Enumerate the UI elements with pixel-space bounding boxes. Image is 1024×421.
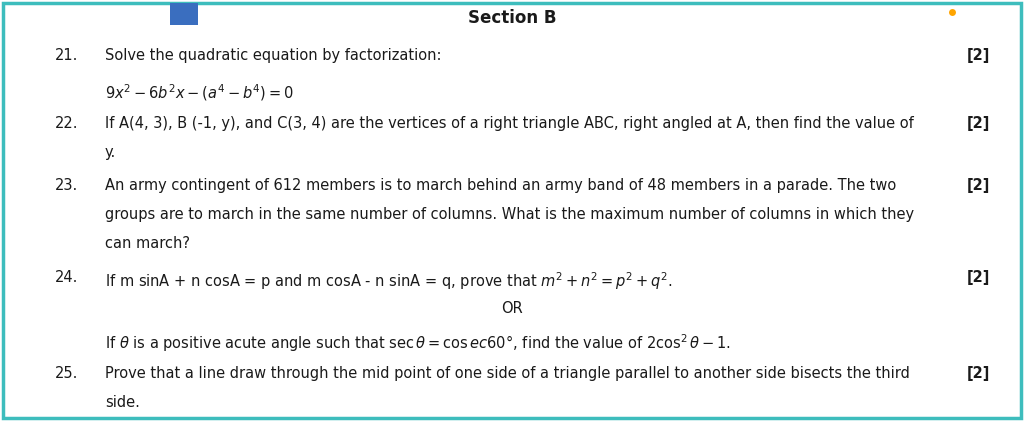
Text: 22.: 22. xyxy=(55,116,79,131)
Text: If m sinA + n cosA = p and m cosA - n sinA = q, prove that $m^2 + n^2 = p^2 + q^: If m sinA + n cosA = p and m cosA - n si… xyxy=(105,270,673,292)
Text: [2]: [2] xyxy=(967,178,990,193)
Text: 23.: 23. xyxy=(55,178,78,193)
Text: 24.: 24. xyxy=(55,270,79,285)
Text: groups are to march in the same number of columns. What is the maximum number of: groups are to march in the same number o… xyxy=(105,207,914,222)
Text: y.: y. xyxy=(105,145,117,160)
Point xyxy=(944,9,961,16)
Text: 25.: 25. xyxy=(55,366,79,381)
Text: [2]: [2] xyxy=(967,270,990,285)
Text: $9x^2 - 6b^2x - (a^4 - b^4) = 0$: $9x^2 - 6b^2x - (a^4 - b^4) = 0$ xyxy=(105,82,294,103)
Text: 21.: 21. xyxy=(55,48,79,63)
Text: [2]: [2] xyxy=(967,48,990,63)
Text: can march?: can march? xyxy=(105,236,190,251)
Text: Prove that a line draw through the mid point of one side of a triangle parallel : Prove that a line draw through the mid p… xyxy=(105,366,910,381)
Text: If A(4, 3), B (-1, y), and C(3, 4) are the vertices of a right triangle ABC, rig: If A(4, 3), B (-1, y), and C(3, 4) are t… xyxy=(105,116,913,131)
Text: [2]: [2] xyxy=(967,116,990,131)
Text: [2]: [2] xyxy=(967,366,990,381)
Text: If $\theta$ is a positive acute angle such that $\sec\theta = \cos ec60°$, find : If $\theta$ is a positive acute angle su… xyxy=(105,332,731,354)
Text: Section B: Section B xyxy=(468,9,556,27)
Text: OR: OR xyxy=(501,301,523,316)
Text: Solve the quadratic equation by factorization:: Solve the quadratic equation by factoriz… xyxy=(105,48,441,63)
Bar xyxy=(170,3,198,25)
Text: An army contingent of 612 members is to march behind an army band of 48 members : An army contingent of 612 members is to … xyxy=(105,178,896,193)
Text: side.: side. xyxy=(105,395,140,410)
